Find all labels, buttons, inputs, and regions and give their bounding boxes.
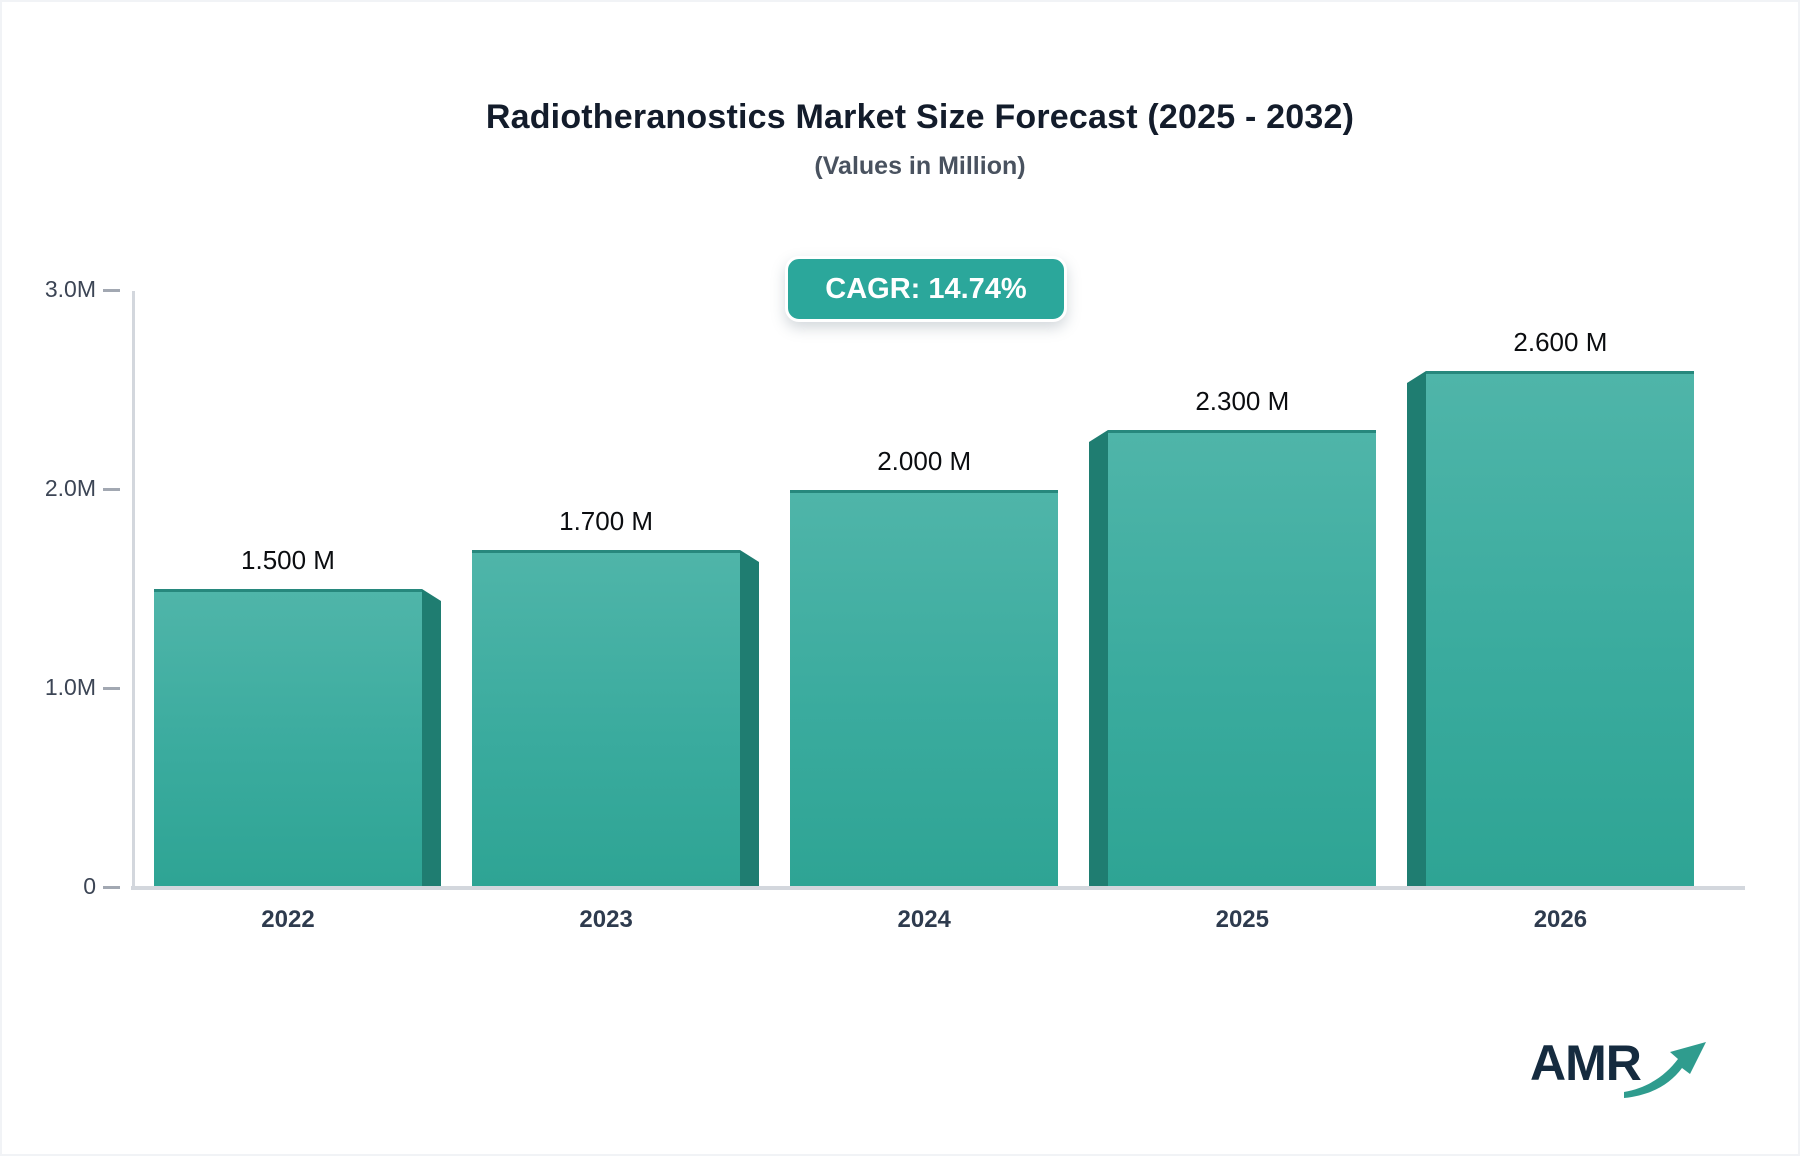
- y-tick-mark: [103, 687, 120, 690]
- y-tick-label: 0: [83, 873, 96, 899]
- cagr-badge: CAGR: 14.74%: [785, 256, 1067, 322]
- brand-logo-text: AMR: [1530, 1035, 1642, 1091]
- bar-value-label: 1.500 M: [241, 545, 335, 575]
- bar-2023: [472, 550, 740, 888]
- bar-side-3d: [1089, 430, 1108, 888]
- y-tick-label: 2.0M: [44, 475, 96, 501]
- y-tick-label: 3.0M: [44, 276, 96, 302]
- bar-2024: [790, 490, 1058, 888]
- x-axis-line: [131, 886, 1745, 890]
- y-tick-mark: [103, 488, 120, 491]
- x-category-label: 2023: [579, 906, 633, 933]
- y-tick-mark: [103, 289, 120, 292]
- page-title: Radiotheranostics Market Size Forecast (…: [485, 98, 1355, 136]
- bar-side-3d: [1407, 371, 1426, 888]
- bar-2022: [154, 589, 422, 888]
- bar-value-label: 2.600 M: [1513, 327, 1608, 357]
- bar-value-label: 2.300 M: [1195, 386, 1290, 416]
- y-tick-label: 1.0M: [44, 674, 96, 700]
- bar-side-3d: [740, 550, 759, 888]
- y-axis-line: [132, 291, 135, 888]
- bar-value-label: 1.700 M: [559, 506, 654, 536]
- x-category-label: 2022: [261, 906, 315, 933]
- y-tick-mark: [103, 886, 120, 889]
- x-category-label: 2026: [1533, 906, 1588, 933]
- brand-logo: AMR: [1526, 1030, 1716, 1114]
- x-category-label: 2024: [897, 906, 951, 933]
- bar-2026: [1426, 371, 1694, 888]
- bar-2025: [1108, 430, 1376, 888]
- growth-arrow-icon: [1624, 1042, 1706, 1098]
- x-category-label: 2025: [1215, 906, 1269, 933]
- bar-value-label: 2.000 M: [877, 446, 972, 476]
- bar-side-3d: [422, 589, 441, 888]
- page-subtitle: (Values in Million): [814, 152, 1026, 180]
